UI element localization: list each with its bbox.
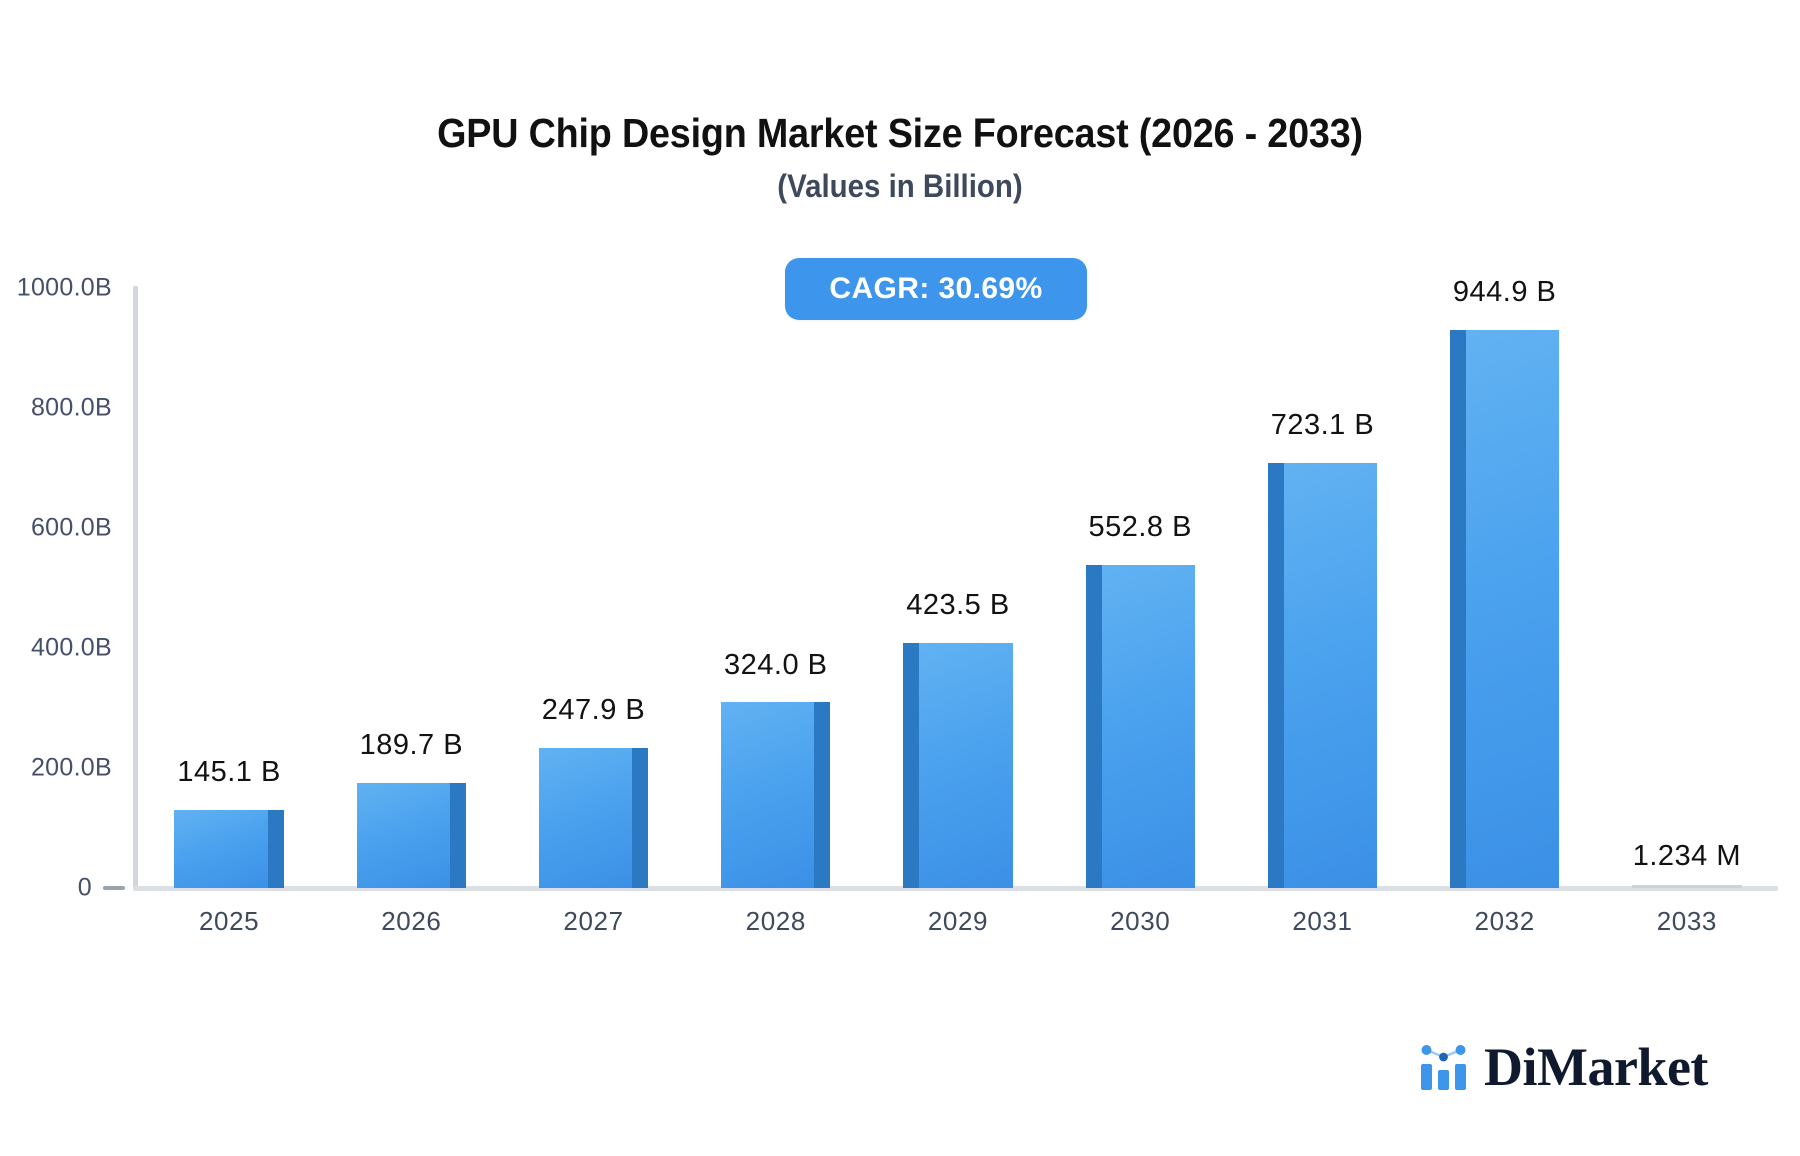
x-tick-2028: 2028	[745, 906, 806, 936]
bar-top-face	[267, 809, 284, 819]
bar-value-label-2028: 324.0 B	[724, 648, 828, 681]
cagr-badge-label: CAGR: 30.69%	[829, 272, 1043, 305]
bar-side-face	[1085, 565, 1102, 888]
x-tick-2029: 2029	[927, 906, 989, 936]
bar-front-face	[919, 642, 1013, 888]
y-axis-zero-tick	[103, 886, 125, 890]
bar-front-face	[1283, 462, 1378, 888]
bar-2032[interactable]	[1450, 321, 1560, 888]
y-tick-0: 0	[77, 873, 92, 902]
bar-side-face	[449, 782, 466, 888]
bar-value-label-2026: 189.7 B	[359, 729, 464, 762]
bar-side-face	[1450, 329, 1466, 888]
bar-value-label-2033: 1.234 M	[1632, 840, 1742, 872]
y-tick-800.0B: 800.0B	[30, 393, 112, 422]
x-tick-2027: 2027	[563, 906, 624, 936]
y-axis-line	[133, 286, 138, 890]
x-tick-2031: 2031	[1292, 906, 1353, 936]
bar-2029[interactable]	[903, 634, 1013, 888]
cagr-badge: CAGR: 30.69%	[785, 258, 1087, 320]
chart-subtitle: (Values in Billion)	[777, 168, 1023, 204]
bar-value-label-2027: 247.9 B	[541, 694, 646, 727]
bar-front-face	[1101, 565, 1195, 888]
bar-side-face	[632, 748, 649, 888]
bar-2025[interactable]	[174, 801, 284, 888]
bar-value-label-2029: 423.5 B	[906, 588, 1010, 621]
y-tick-600.0B: 600.0B	[30, 513, 112, 542]
bar-2026[interactable]	[356, 774, 466, 888]
x-tick-2030: 2030	[1110, 906, 1171, 936]
bar-top-face	[632, 748, 649, 758]
chart-title: GPU Chip Design Market Size Forecast (20…	[437, 110, 1363, 156]
bar-top-face	[1267, 463, 1284, 473]
bar-side-face	[814, 702, 831, 888]
bar-value-label-2030: 552.8 B	[1088, 511, 1192, 544]
bar-top-face	[449, 783, 466, 793]
y-tick-400.0B: 400.0B	[30, 633, 112, 662]
bar-side-face	[903, 642, 920, 888]
dimarket-logo-text: DiMarket	[1484, 1037, 1708, 1097]
bar-side-face	[267, 809, 284, 888]
bar-chart-trend-icon	[1421, 1045, 1466, 1090]
bar-value-label-2025: 145.1 B	[177, 755, 281, 788]
x-tick-2026: 2026	[381, 906, 442, 936]
y-tick-1000.0B: 1000.0B	[16, 273, 112, 302]
bar-2033[interactable]	[1632, 885, 1742, 888]
bar-value-label-2031: 723.1 B	[1270, 409, 1375, 442]
bar-front-face	[1632, 885, 1742, 888]
bar-front-face	[174, 809, 268, 888]
x-tick-2025: 2025	[198, 906, 260, 936]
x-tick-2033: 2033	[1656, 906, 1717, 936]
bar-2028[interactable]	[721, 694, 831, 888]
bar-top-face	[903, 642, 920, 652]
x-tick-2032: 2032	[1474, 906, 1535, 936]
bar-front-face	[356, 782, 450, 888]
dimarket-logo: DiMarket	[1418, 1040, 1708, 1094]
bar-top-face	[1450, 330, 1466, 340]
bar-value-label-2032: 944.9 B	[1452, 276, 1557, 309]
y-tick-200.0B: 200.0B	[30, 753, 112, 782]
bar-top-face	[1085, 565, 1102, 575]
bar-top-face	[814, 702, 831, 712]
bar-front-face	[1466, 329, 1560, 888]
bar-front-face	[538, 748, 633, 888]
bar-2031[interactable]	[1267, 454, 1378, 888]
bar-front-face	[721, 702, 815, 888]
x-axis-baseline	[133, 886, 1778, 891]
bar-side-face	[1267, 462, 1284, 888]
bar-2030[interactable]	[1085, 556, 1195, 888]
bar-2027[interactable]	[538, 739, 649, 888]
